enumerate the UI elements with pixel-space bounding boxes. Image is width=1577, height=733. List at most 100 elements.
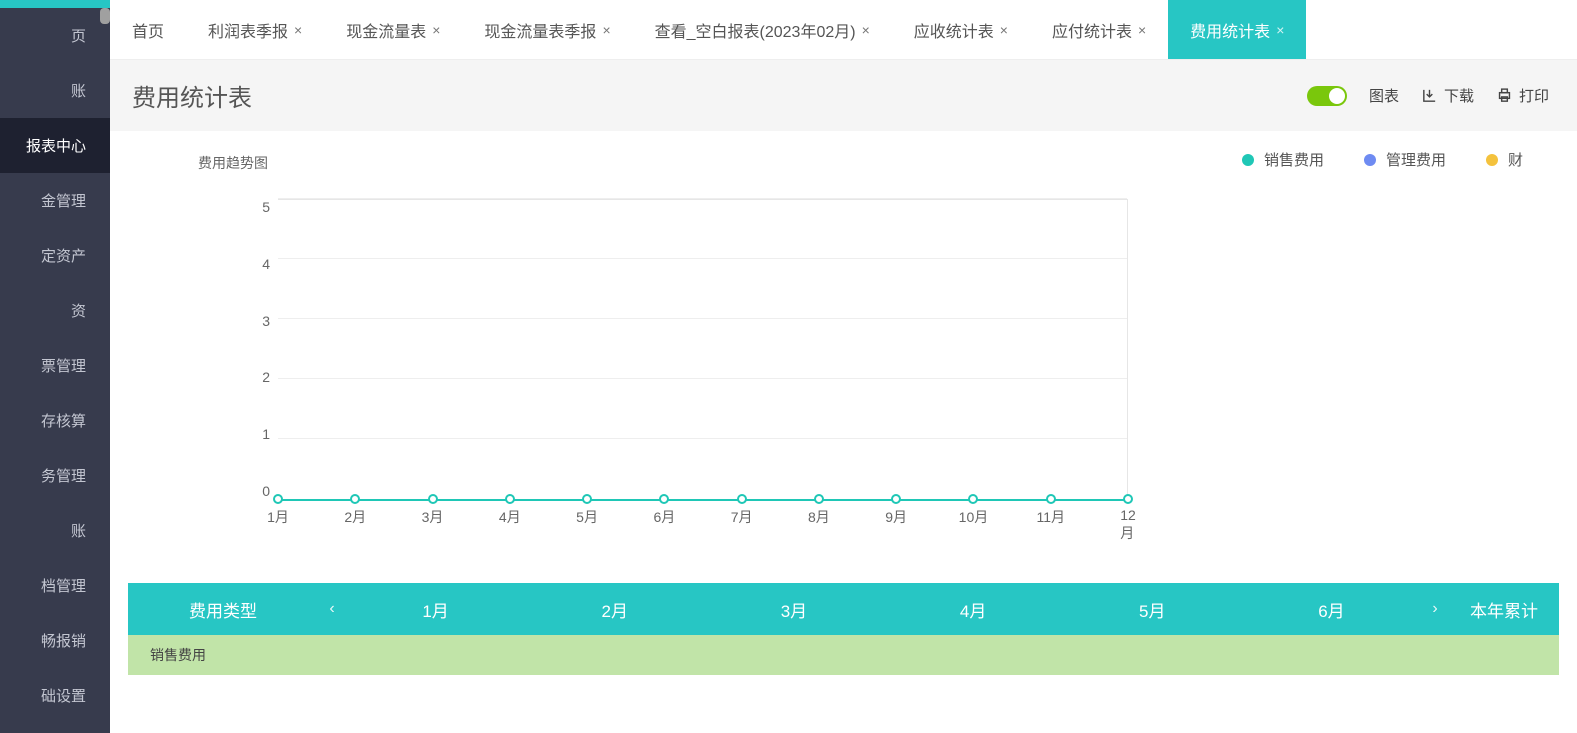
x-tick: 8月	[808, 507, 830, 527]
sidebar-item-12[interactable]: 础设置	[0, 668, 110, 723]
series-line-0	[278, 499, 1128, 501]
sidebar-scrollbar[interactable]	[100, 8, 110, 24]
y-tick: 0	[246, 483, 270, 499]
download-button[interactable]: 下载	[1421, 85, 1474, 106]
table-prev-button[interactable]: ‹	[318, 600, 346, 618]
close-icon[interactable]: ×	[1138, 22, 1146, 38]
table-header-months: 1月2月3月4月5月6月	[346, 597, 1421, 622]
sidebar-item-9[interactable]: 账	[0, 503, 110, 558]
sidebar-item-5[interactable]: 资	[0, 283, 110, 338]
print-icon	[1496, 87, 1513, 104]
sidebar-item-6[interactable]: 票管理	[0, 338, 110, 393]
close-icon[interactable]: ×	[1000, 22, 1008, 38]
x-tick: 1月	[267, 507, 289, 527]
x-tick: 2月	[344, 507, 366, 527]
close-icon[interactable]: ×	[862, 22, 870, 38]
tab-0[interactable]: 首页	[110, 0, 186, 59]
main-area: 首页利润表季报×现金流量表×现金流量表季报×查看_空白报表(2023年02月)×…	[110, 0, 1577, 733]
print-button[interactable]: 打印	[1496, 85, 1549, 106]
chart-toggle[interactable]	[1307, 86, 1347, 106]
table-header-month-1: 2月	[525, 597, 704, 622]
legend-item-2[interactable]: 财	[1486, 149, 1523, 170]
x-tick: 6月	[653, 507, 675, 527]
header-controls: 图表 下载 打印	[1307, 85, 1549, 106]
table-header-month-5: 6月	[1242, 597, 1421, 622]
sidebar-item-11[interactable]: 畅报销	[0, 613, 110, 668]
y-tick: 3	[246, 313, 270, 329]
series-marker	[273, 494, 283, 504]
sidebar-item-1[interactable]: 账	[0, 63, 110, 118]
x-tick: 7月	[731, 507, 753, 527]
legend-item-1[interactable]: 管理费用	[1364, 149, 1446, 170]
tab-bar: 首页利润表季报×现金流量表×现金流量表季报×查看_空白报表(2023年02月)×…	[110, 0, 1577, 60]
grid-line	[278, 198, 1127, 199]
grid-line	[278, 438, 1127, 439]
legend-item-0[interactable]: 销售费用	[1242, 149, 1324, 170]
series-marker	[891, 494, 901, 504]
table-row[interactable]: 销售费用	[128, 635, 1559, 675]
x-tick: 9月	[885, 507, 907, 527]
sidebar-item-10[interactable]: 档管理	[0, 558, 110, 613]
tab-4[interactable]: 查看_空白报表(2023年02月) ×	[633, 0, 892, 59]
series-marker	[428, 494, 438, 504]
sidebar: 页账报表中心金管理定资产资票管理存核算务管理账档管理畅报销础设置	[0, 0, 110, 733]
page-title: 费用统计表	[132, 78, 1307, 113]
x-tick: 11月	[1036, 507, 1065, 527]
tab-3[interactable]: 现金流量表季报×	[462, 0, 632, 59]
close-icon[interactable]: ×	[602, 22, 610, 38]
tab-label: 利润表季报	[208, 18, 288, 42]
grid-line	[278, 318, 1127, 319]
y-tick: 2	[246, 369, 270, 385]
tab-5[interactable]: 应收统计表 ×	[892, 0, 1030, 59]
tab-label: 应收统计表	[914, 18, 994, 42]
page-header: 费用统计表 图表 下载 打印	[110, 60, 1577, 131]
legend-dot-icon	[1242, 154, 1254, 166]
chart-legend: 销售费用 管理费用 财	[1242, 149, 1529, 170]
table-header-type: 费用类型	[128, 597, 318, 622]
series-marker	[659, 494, 669, 504]
chart-toggle-label: 图表	[1369, 85, 1399, 106]
series-marker	[505, 494, 515, 504]
sidebar-item-3[interactable]: 金管理	[0, 173, 110, 228]
sidebar-item-7[interactable]: 存核算	[0, 393, 110, 448]
chart-plot	[278, 199, 1128, 499]
close-icon[interactable]: ×	[432, 22, 440, 38]
tab-1[interactable]: 利润表季报 ×	[186, 0, 324, 59]
x-tick: 3月	[422, 507, 444, 527]
tab-2[interactable]: 现金流量表 ×	[324, 0, 462, 59]
table-next-button[interactable]: ›	[1421, 600, 1449, 618]
legend-label: 销售费用	[1264, 149, 1324, 170]
x-tick: 5月	[576, 507, 598, 527]
legend-dot-icon	[1486, 154, 1498, 166]
download-icon	[1421, 87, 1438, 104]
download-label: 下载	[1444, 85, 1474, 106]
series-marker	[737, 494, 747, 504]
table-cell-type: 销售费用	[128, 645, 318, 665]
legend-label: 管理费用	[1386, 149, 1446, 170]
series-marker	[968, 494, 978, 504]
series-marker	[582, 494, 592, 504]
x-tick: 4月	[499, 507, 521, 527]
app-root: 页账报表中心金管理定资产资票管理存核算务管理账档管理畅报销础设置 首页利润表季报…	[0, 0, 1577, 733]
tab-7[interactable]: 费用统计表 ×	[1168, 0, 1306, 59]
sidebar-item-0[interactable]: 页	[0, 8, 110, 63]
grid-line	[278, 378, 1127, 379]
tab-label: 费用统计表	[1190, 18, 1270, 42]
table-header-row: 费用类型 ‹ 1月2月3月4月5月6月 › 本年累计	[128, 583, 1559, 635]
chart-title: 费用趋势图	[158, 149, 268, 173]
legend-label: 财	[1508, 149, 1523, 170]
sidebar-item-8[interactable]: 务管理	[0, 448, 110, 503]
table-header-month-4: 5月	[1063, 597, 1242, 622]
sidebar-item-4[interactable]: 定资产	[0, 228, 110, 283]
tab-label: 查看_空白报表(2023年02月)	[655, 18, 856, 42]
legend-dot-icon	[1364, 154, 1376, 166]
table-header-total: 本年累计	[1449, 597, 1559, 622]
tab-label: 应付统计表	[1052, 18, 1132, 42]
tab-label: 现金流量表	[346, 18, 426, 42]
close-icon[interactable]: ×	[1276, 22, 1284, 38]
tab-6[interactable]: 应付统计表 ×	[1030, 0, 1168, 59]
chart-card: 费用趋势图 销售费用管理费用财 012345 1月2月3月4月5月6月7月8月9…	[128, 131, 1559, 559]
close-icon[interactable]: ×	[294, 22, 302, 38]
series-marker	[350, 494, 360, 504]
sidebar-item-2[interactable]: 报表中心	[0, 118, 110, 173]
